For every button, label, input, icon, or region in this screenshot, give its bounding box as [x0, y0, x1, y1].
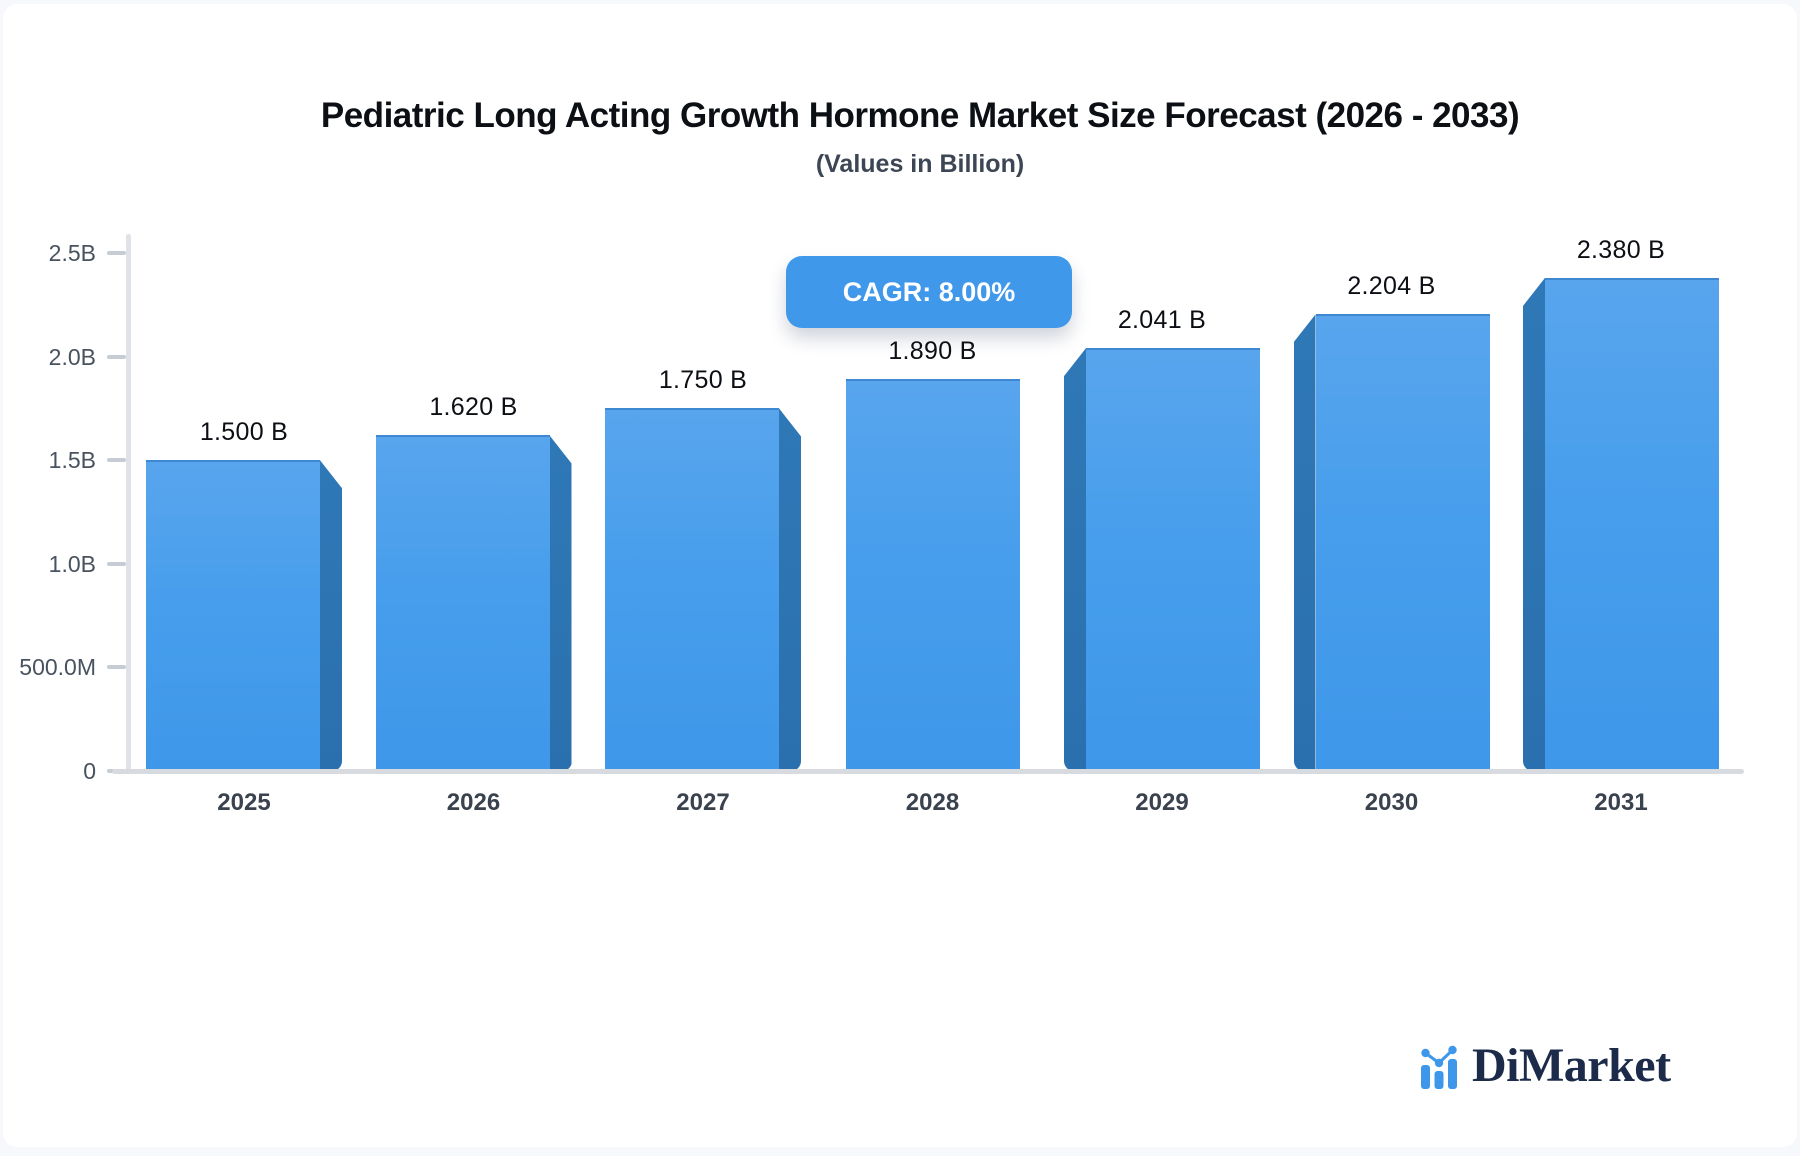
x-axis-label-2029: 2029 [1135, 789, 1189, 816]
bar-chart-logo-icon [1421, 1045, 1457, 1089]
bar-side-2029 [1064, 348, 1086, 771]
x-axis-label-2030: 2030 [1364, 789, 1419, 816]
bar-value-label: 2.204 B [1347, 272, 1436, 301]
y-tick-dash [107, 354, 126, 359]
x-axis-label-2025: 2025 [217, 789, 271, 816]
x-axis-line [112, 769, 1744, 774]
bar-2027 [605, 408, 779, 771]
chart-title: Pediatric Long Acting Growth Hormone Mar… [320, 96, 1520, 135]
cagr-badge: CAGR: 8.00% [786, 256, 1072, 328]
y-tick-label: 0 [83, 758, 96, 784]
bar-value-label: 2.041 B [1117, 306, 1207, 335]
bar-value-label: 1.750 B [658, 366, 748, 395]
bar-2026 [375, 435, 550, 771]
y-tick-label: 1.0B [48, 550, 96, 577]
y-tick-dash [107, 251, 126, 255]
bar-value-label: 1.500 B [199, 418, 289, 447]
y-tick-dash [107, 458, 126, 463]
bar-side-2025 [320, 460, 342, 771]
bar-value-label: 1.890 B [888, 337, 977, 366]
x-axis-label-2031: 2031 [1594, 789, 1648, 816]
y-tick-dash [107, 665, 126, 670]
bar-side-2031 [1523, 277, 1545, 771]
bar-2030 [1315, 314, 1490, 771]
bar-side-2027 [779, 408, 801, 771]
x-axis-label-2027: 2027 [676, 789, 730, 816]
y-tick-label: 2.5B [48, 240, 96, 266]
chart-subtitle: (Values in Billion) [815, 150, 1025, 178]
bar-2025 [146, 460, 320, 771]
x-axis-label-2026: 2026 [446, 789, 501, 816]
y-tick-label: 500.0M [19, 654, 96, 681]
bar-2029 [1086, 348, 1260, 771]
bar-value-label: 2.380 B [1576, 235, 1666, 264]
bar-2031 [1545, 277, 1719, 771]
y-tick-label: 1.5B [48, 447, 96, 474]
brand-name: DiMarket [1472, 1039, 1671, 1092]
bar-value-label: 1.620 B [429, 393, 518, 422]
bar-2028 [845, 379, 1020, 771]
bar-side-2030 [1293, 314, 1316, 771]
bar-side-2026 [549, 435, 572, 771]
y-tick-dash [107, 561, 126, 566]
brand-logo: DiMarket [1420, 1038, 1671, 1094]
y-axis-line [126, 234, 131, 774]
y-tick-label: 2.0B [48, 343, 96, 370]
x-axis-label-2028: 2028 [905, 789, 960, 816]
